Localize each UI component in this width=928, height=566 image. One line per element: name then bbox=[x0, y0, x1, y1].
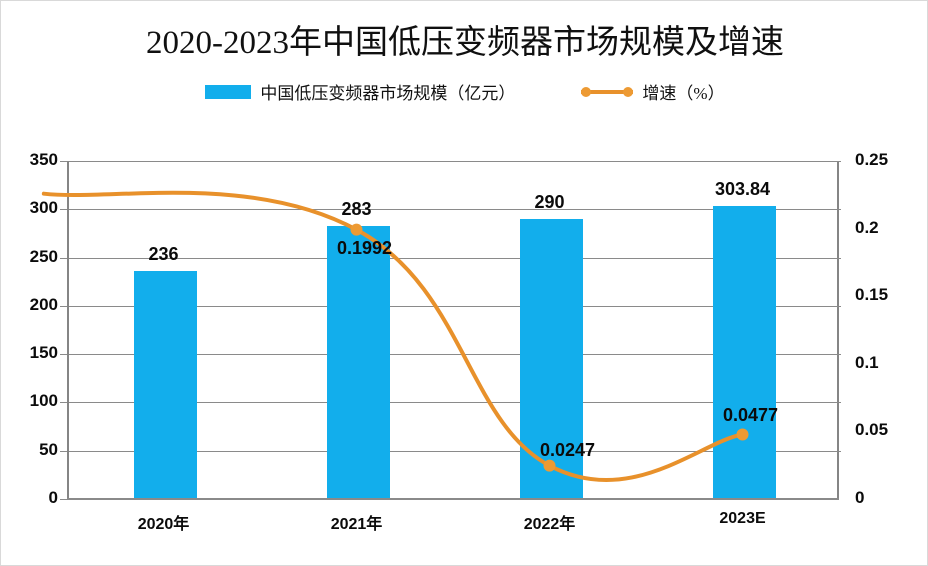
left-axis-tick-label: 350 bbox=[29, 150, 58, 169]
left-axis-tick bbox=[60, 499, 67, 500]
line-value-label: 0.0477 bbox=[722, 404, 779, 425]
x-axis-line bbox=[67, 498, 839, 500]
plot-area bbox=[67, 161, 841, 499]
chart-legend: 中国低压变频器市场规模（亿元） 增速（%） bbox=[1, 79, 927, 104]
left-axis-tick bbox=[60, 257, 67, 259]
right-axis-tick-label: 0.25 bbox=[855, 150, 889, 169]
left-axis-tick bbox=[60, 450, 67, 452]
category-label: 2022年 bbox=[523, 516, 576, 533]
left-axis-tick-label: 300 bbox=[29, 198, 58, 218]
line-value-label: 0.1992 bbox=[336, 237, 393, 258]
right-axis-tick-label: 0.2 bbox=[855, 217, 879, 237]
left-axis-tick bbox=[60, 161, 67, 162]
left-axis-tick bbox=[60, 305, 67, 307]
bar-value-label: 303.84 bbox=[714, 178, 771, 199]
bar[interactable] bbox=[713, 205, 776, 499]
right-axis-tick-label: 0.05 bbox=[855, 420, 889, 440]
bar-value-label: 290 bbox=[534, 191, 565, 212]
left-axis-tick-label: 0 bbox=[48, 488, 58, 507]
bar[interactable] bbox=[327, 225, 390, 499]
left-axis-tick-label: 50 bbox=[39, 439, 58, 459]
legend-label-market-size: 中国低压变频器市场规模（亿元） bbox=[260, 84, 516, 103]
left-axis-tick-label: 250 bbox=[29, 246, 58, 266]
line-swatch-icon bbox=[581, 85, 634, 99]
bar-swatch-icon bbox=[205, 84, 252, 99]
left-axis-tick bbox=[60, 354, 67, 356]
left-axis-tick bbox=[60, 402, 67, 404]
legend-label-growth-rate: 增速（%） bbox=[642, 84, 725, 103]
left-axis-tick-label: 150 bbox=[29, 343, 58, 363]
right-axis-tick-label: 0 bbox=[855, 488, 865, 507]
right-axis-tick-label: 0.1 bbox=[855, 352, 879, 372]
category-label: 2021年 bbox=[330, 516, 383, 533]
bar-value-label: 236 bbox=[148, 244, 179, 265]
category-label: 2020年 bbox=[137, 516, 190, 533]
legend-item-market-size[interactable]: 中国低压变频器市场规模（亿元） bbox=[205, 79, 515, 104]
left-axis-tick-label: 100 bbox=[29, 391, 58, 411]
bar-value-label: 283 bbox=[341, 198, 372, 219]
line-value-label: 0.0247 bbox=[539, 439, 596, 460]
gridline bbox=[69, 161, 841, 162]
legend-item-growth-rate[interactable]: 增速（%） bbox=[581, 79, 725, 104]
category-label: 2023E bbox=[719, 510, 766, 527]
bar[interactable] bbox=[134, 271, 197, 499]
chart-title: 2020-2023年中国低压变频器市场规模及增速 bbox=[146, 25, 784, 61]
left-axis-tick-label: 200 bbox=[29, 294, 58, 314]
right-axis-tick-label: 0.15 bbox=[855, 285, 889, 305]
left-axis-tick bbox=[60, 209, 67, 211]
